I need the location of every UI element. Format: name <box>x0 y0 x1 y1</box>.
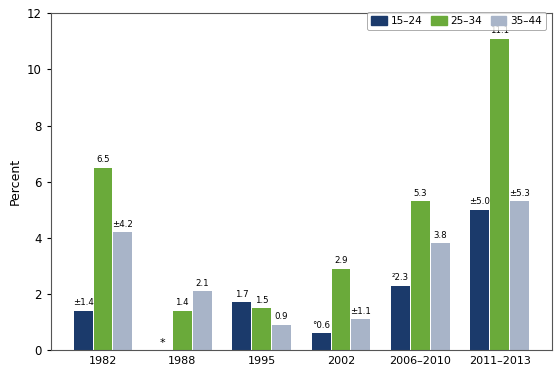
Text: ±1.1: ±1.1 <box>351 307 371 316</box>
Bar <box>232 303 251 350</box>
Bar <box>173 311 192 350</box>
Text: 1.7: 1.7 <box>235 290 249 299</box>
Bar <box>193 291 212 350</box>
Text: 6.5: 6.5 <box>96 155 110 164</box>
Text: *: * <box>160 338 165 348</box>
Bar <box>74 311 92 350</box>
Bar <box>411 201 430 350</box>
Bar <box>252 308 271 350</box>
Text: ²2.3: ²2.3 <box>392 273 409 282</box>
Text: 11.1: 11.1 <box>490 26 509 35</box>
Text: 2.1: 2.1 <box>195 279 209 288</box>
Bar <box>510 201 529 350</box>
Text: 0.9: 0.9 <box>275 313 288 322</box>
Text: °0.6: °0.6 <box>312 321 330 330</box>
Text: 1.5: 1.5 <box>255 295 268 305</box>
Bar <box>490 39 509 350</box>
Bar <box>312 333 330 350</box>
Bar <box>113 232 132 350</box>
Bar <box>431 243 450 350</box>
Text: ±1.4: ±1.4 <box>73 298 94 307</box>
Bar <box>391 286 410 350</box>
Bar <box>351 319 370 350</box>
Text: ±5.3: ±5.3 <box>509 189 530 198</box>
Bar <box>272 325 291 350</box>
Legend: 15–24, 25–34, 35–44: 15–24, 25–34, 35–44 <box>367 12 547 30</box>
Text: 5.3: 5.3 <box>413 189 427 198</box>
Bar <box>470 210 489 350</box>
Text: 3.8: 3.8 <box>433 231 447 240</box>
Text: ±5.0: ±5.0 <box>469 197 490 206</box>
Text: ±4.2: ±4.2 <box>113 220 133 229</box>
Bar <box>332 269 351 350</box>
Text: 2.9: 2.9 <box>334 256 348 266</box>
Text: 1.4: 1.4 <box>175 298 189 307</box>
Bar <box>94 168 113 350</box>
Y-axis label: Percent: Percent <box>8 158 21 205</box>
